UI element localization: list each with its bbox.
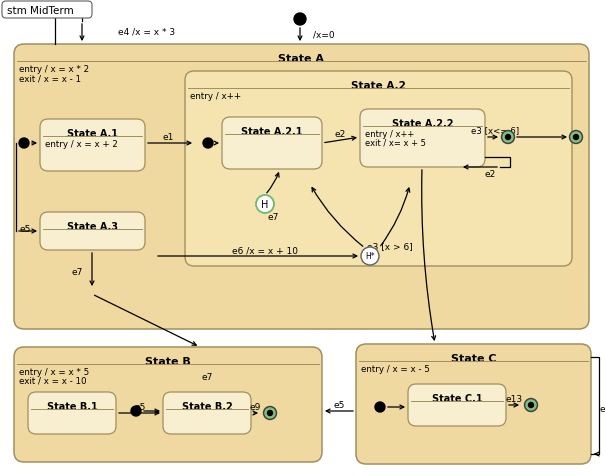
Circle shape — [502, 131, 514, 144]
Text: entry / x = x - 5: entry / x = x - 5 — [361, 364, 430, 373]
FancyBboxPatch shape — [222, 118, 322, 169]
Text: H: H — [261, 199, 269, 209]
Text: State B.2: State B.2 — [182, 401, 232, 411]
Text: e6 /x = x + 10: e6 /x = x + 10 — [232, 246, 298, 255]
FancyBboxPatch shape — [356, 344, 591, 464]
Text: e7: e7 — [71, 268, 83, 277]
FancyBboxPatch shape — [2, 2, 92, 19]
Text: entry / x = x * 2: entry / x = x * 2 — [19, 65, 89, 74]
Circle shape — [203, 139, 213, 149]
Circle shape — [264, 407, 276, 420]
Text: e13: e13 — [505, 395, 523, 404]
Text: exit / x= x + 5: exit / x= x + 5 — [365, 139, 426, 148]
Text: e3 [x > 6]: e3 [x > 6] — [367, 242, 413, 251]
FancyBboxPatch shape — [14, 347, 322, 462]
Text: e7: e7 — [268, 213, 280, 222]
Circle shape — [526, 400, 536, 410]
Text: exit / x = x - 1: exit / x = x - 1 — [19, 74, 81, 83]
Text: entry / x = x + 2: entry / x = x + 2 — [45, 140, 118, 149]
Text: State A.2: State A.2 — [351, 81, 406, 91]
Circle shape — [361, 248, 379, 266]
FancyBboxPatch shape — [14, 45, 589, 329]
Circle shape — [571, 133, 581, 143]
Circle shape — [256, 196, 274, 214]
FancyBboxPatch shape — [28, 392, 116, 434]
Text: e7: e7 — [201, 373, 213, 382]
Circle shape — [19, 139, 29, 149]
Circle shape — [267, 411, 272, 416]
Text: e2: e2 — [485, 170, 495, 179]
Text: H*: H* — [365, 252, 375, 261]
FancyBboxPatch shape — [40, 120, 145, 172]
Circle shape — [574, 135, 578, 140]
Text: e2: e2 — [335, 130, 345, 139]
Circle shape — [131, 406, 141, 416]
Circle shape — [294, 14, 306, 26]
Text: State C.1: State C.1 — [432, 393, 482, 403]
Text: State A.3: State A.3 — [67, 221, 118, 231]
Text: e3 [x<= 6]: e3 [x<= 6] — [471, 126, 519, 135]
Text: State B: State B — [145, 356, 191, 366]
Text: entry / x = x * 5: entry / x = x * 5 — [19, 367, 90, 376]
FancyBboxPatch shape — [163, 392, 251, 434]
Circle shape — [265, 408, 275, 418]
Circle shape — [375, 402, 385, 412]
Text: entry / x++: entry / x++ — [365, 130, 414, 139]
Text: e5: e5 — [333, 401, 345, 410]
Text: State A: State A — [278, 54, 324, 64]
Circle shape — [569, 131, 583, 144]
Text: e5: e5 — [20, 225, 31, 234]
Text: e9: e9 — [249, 403, 261, 412]
FancyBboxPatch shape — [408, 384, 506, 426]
Circle shape — [529, 403, 534, 407]
Text: e5: e5 — [134, 403, 146, 412]
Text: entry / x++: entry / x++ — [190, 92, 241, 101]
Text: State A.2.1: State A.2.1 — [241, 127, 302, 137]
FancyBboxPatch shape — [40, 213, 145, 250]
Text: stm MidTerm: stm MidTerm — [7, 6, 74, 15]
Text: e4 /x = x * 3: e4 /x = x * 3 — [118, 28, 175, 37]
FancyBboxPatch shape — [360, 110, 485, 168]
Text: exit / x = x - 10: exit / x = x - 10 — [19, 376, 87, 385]
Circle shape — [525, 399, 537, 412]
Text: e12: e12 — [599, 405, 605, 414]
Text: /x=0: /x=0 — [313, 30, 335, 40]
FancyBboxPatch shape — [185, 72, 572, 267]
Circle shape — [506, 135, 511, 140]
Text: State C: State C — [451, 353, 496, 363]
Text: e1: e1 — [162, 133, 174, 142]
Text: State A.1: State A.1 — [67, 129, 118, 139]
Text: State B.1: State B.1 — [47, 401, 97, 411]
Text: State A.2.2: State A.2.2 — [392, 119, 453, 129]
Circle shape — [503, 133, 513, 143]
